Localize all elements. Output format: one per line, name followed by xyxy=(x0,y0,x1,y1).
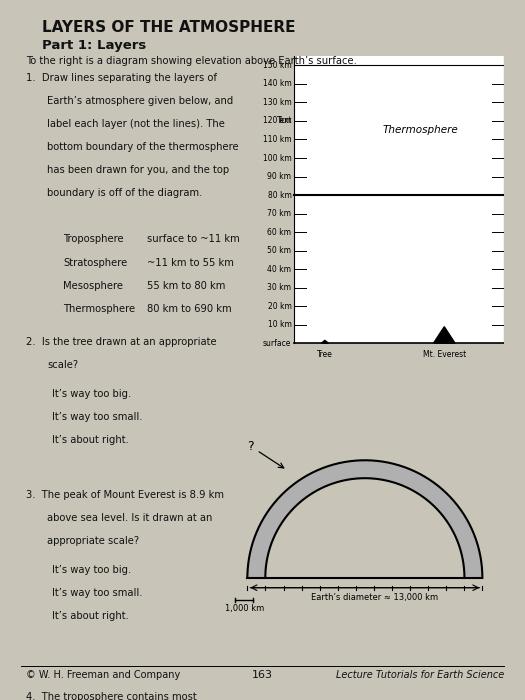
Text: 130 km: 130 km xyxy=(262,98,291,107)
Text: It’s way too small.: It’s way too small. xyxy=(52,412,143,422)
Text: above sea level. Is it drawn at an: above sea level. Is it drawn at an xyxy=(47,513,213,523)
Polygon shape xyxy=(321,340,329,343)
Text: 40 km: 40 km xyxy=(267,265,291,274)
Polygon shape xyxy=(265,478,465,578)
Text: It’s way too big.: It’s way too big. xyxy=(52,565,132,575)
Text: Part 1: Layers: Part 1: Layers xyxy=(42,38,146,52)
Polygon shape xyxy=(247,578,482,582)
Text: It’s way too big.: It’s way too big. xyxy=(52,389,132,399)
Polygon shape xyxy=(247,461,482,578)
Text: boundary is off of the diagram.: boundary is off of the diagram. xyxy=(47,188,203,198)
Text: 60 km: 60 km xyxy=(267,228,291,237)
Text: It’s way too small.: It’s way too small. xyxy=(52,588,143,598)
Text: 20 km: 20 km xyxy=(268,302,291,311)
Text: Troposphere: Troposphere xyxy=(63,234,123,244)
Bar xyxy=(294,56,504,343)
Text: 1.  Draw lines separating the layers of: 1. Draw lines separating the layers of xyxy=(26,73,217,83)
Text: scale?: scale? xyxy=(47,360,78,370)
Text: Thermosphere: Thermosphere xyxy=(383,125,458,135)
Text: 140 km: 140 km xyxy=(262,79,291,88)
Text: 90 km: 90 km xyxy=(267,172,291,181)
Text: © W. H. Freeman and Company: © W. H. Freeman and Company xyxy=(26,670,181,680)
Text: 100 km: 100 km xyxy=(262,153,291,162)
Text: Stratosphere: Stratosphere xyxy=(63,258,127,267)
Text: To the right is a diagram showing elevation above Earth’s surface.: To the right is a diagram showing elevat… xyxy=(26,56,357,66)
Text: ?: ? xyxy=(247,440,284,468)
Text: Thermosphere: Thermosphere xyxy=(63,304,135,314)
Text: has been drawn for you, and the top: has been drawn for you, and the top xyxy=(47,165,229,175)
Text: It’s about right.: It’s about right. xyxy=(52,611,129,621)
Text: 55 km to 80 km: 55 km to 80 km xyxy=(147,281,225,290)
Text: 150 km: 150 km xyxy=(262,61,291,70)
Text: surface to ~11 km: surface to ~11 km xyxy=(147,234,240,244)
Text: label each layer (not the lines). The: label each layer (not the lines). The xyxy=(47,119,225,129)
Text: Mt. Everest: Mt. Everest xyxy=(423,350,466,358)
Text: 4.  The troposphere contains most: 4. The troposphere contains most xyxy=(26,692,197,700)
Text: surface: surface xyxy=(263,339,291,348)
Text: 1,000 km: 1,000 km xyxy=(225,603,264,612)
Text: 3.  The peak of Mount Everest is 8.9 km: 3. The peak of Mount Everest is 8.9 km xyxy=(26,490,224,500)
Text: 110 km: 110 km xyxy=(263,135,291,144)
Text: It’s about right.: It’s about right. xyxy=(52,435,129,445)
Text: Text: Text xyxy=(277,116,292,125)
Text: Earth’s atmosphere given below, and: Earth’s atmosphere given below, and xyxy=(47,96,234,106)
Text: ~11 km to 55 km: ~11 km to 55 km xyxy=(147,258,234,267)
Text: bottom boundary of the thermosphere: bottom boundary of the thermosphere xyxy=(47,142,239,152)
Text: LAYERS OF THE ATMOSPHERE: LAYERS OF THE ATMOSPHERE xyxy=(42,20,296,34)
Text: appropriate scale?: appropriate scale? xyxy=(47,536,139,546)
Text: Tree: Tree xyxy=(317,350,333,358)
Text: 80 km: 80 km xyxy=(268,190,291,199)
Text: 50 km: 50 km xyxy=(267,246,291,255)
Text: 30 km: 30 km xyxy=(267,283,291,292)
Polygon shape xyxy=(434,327,455,343)
Text: 163: 163 xyxy=(252,670,273,680)
Text: 10 km: 10 km xyxy=(268,320,291,329)
Text: 80 km to 690 km: 80 km to 690 km xyxy=(147,304,232,314)
Text: Lecture Tutorials for Earth Science: Lecture Tutorials for Earth Science xyxy=(336,670,504,680)
Text: Mesosphere: Mesosphere xyxy=(63,281,123,290)
Text: 2.  Is the tree drawn at an appropriate: 2. Is the tree drawn at an appropriate xyxy=(26,337,217,347)
Text: 70 km: 70 km xyxy=(267,209,291,218)
Text: 120 km: 120 km xyxy=(263,116,291,125)
Text: Earth’s diameter ≈ 13,000 km: Earth’s diameter ≈ 13,000 km xyxy=(311,593,438,602)
